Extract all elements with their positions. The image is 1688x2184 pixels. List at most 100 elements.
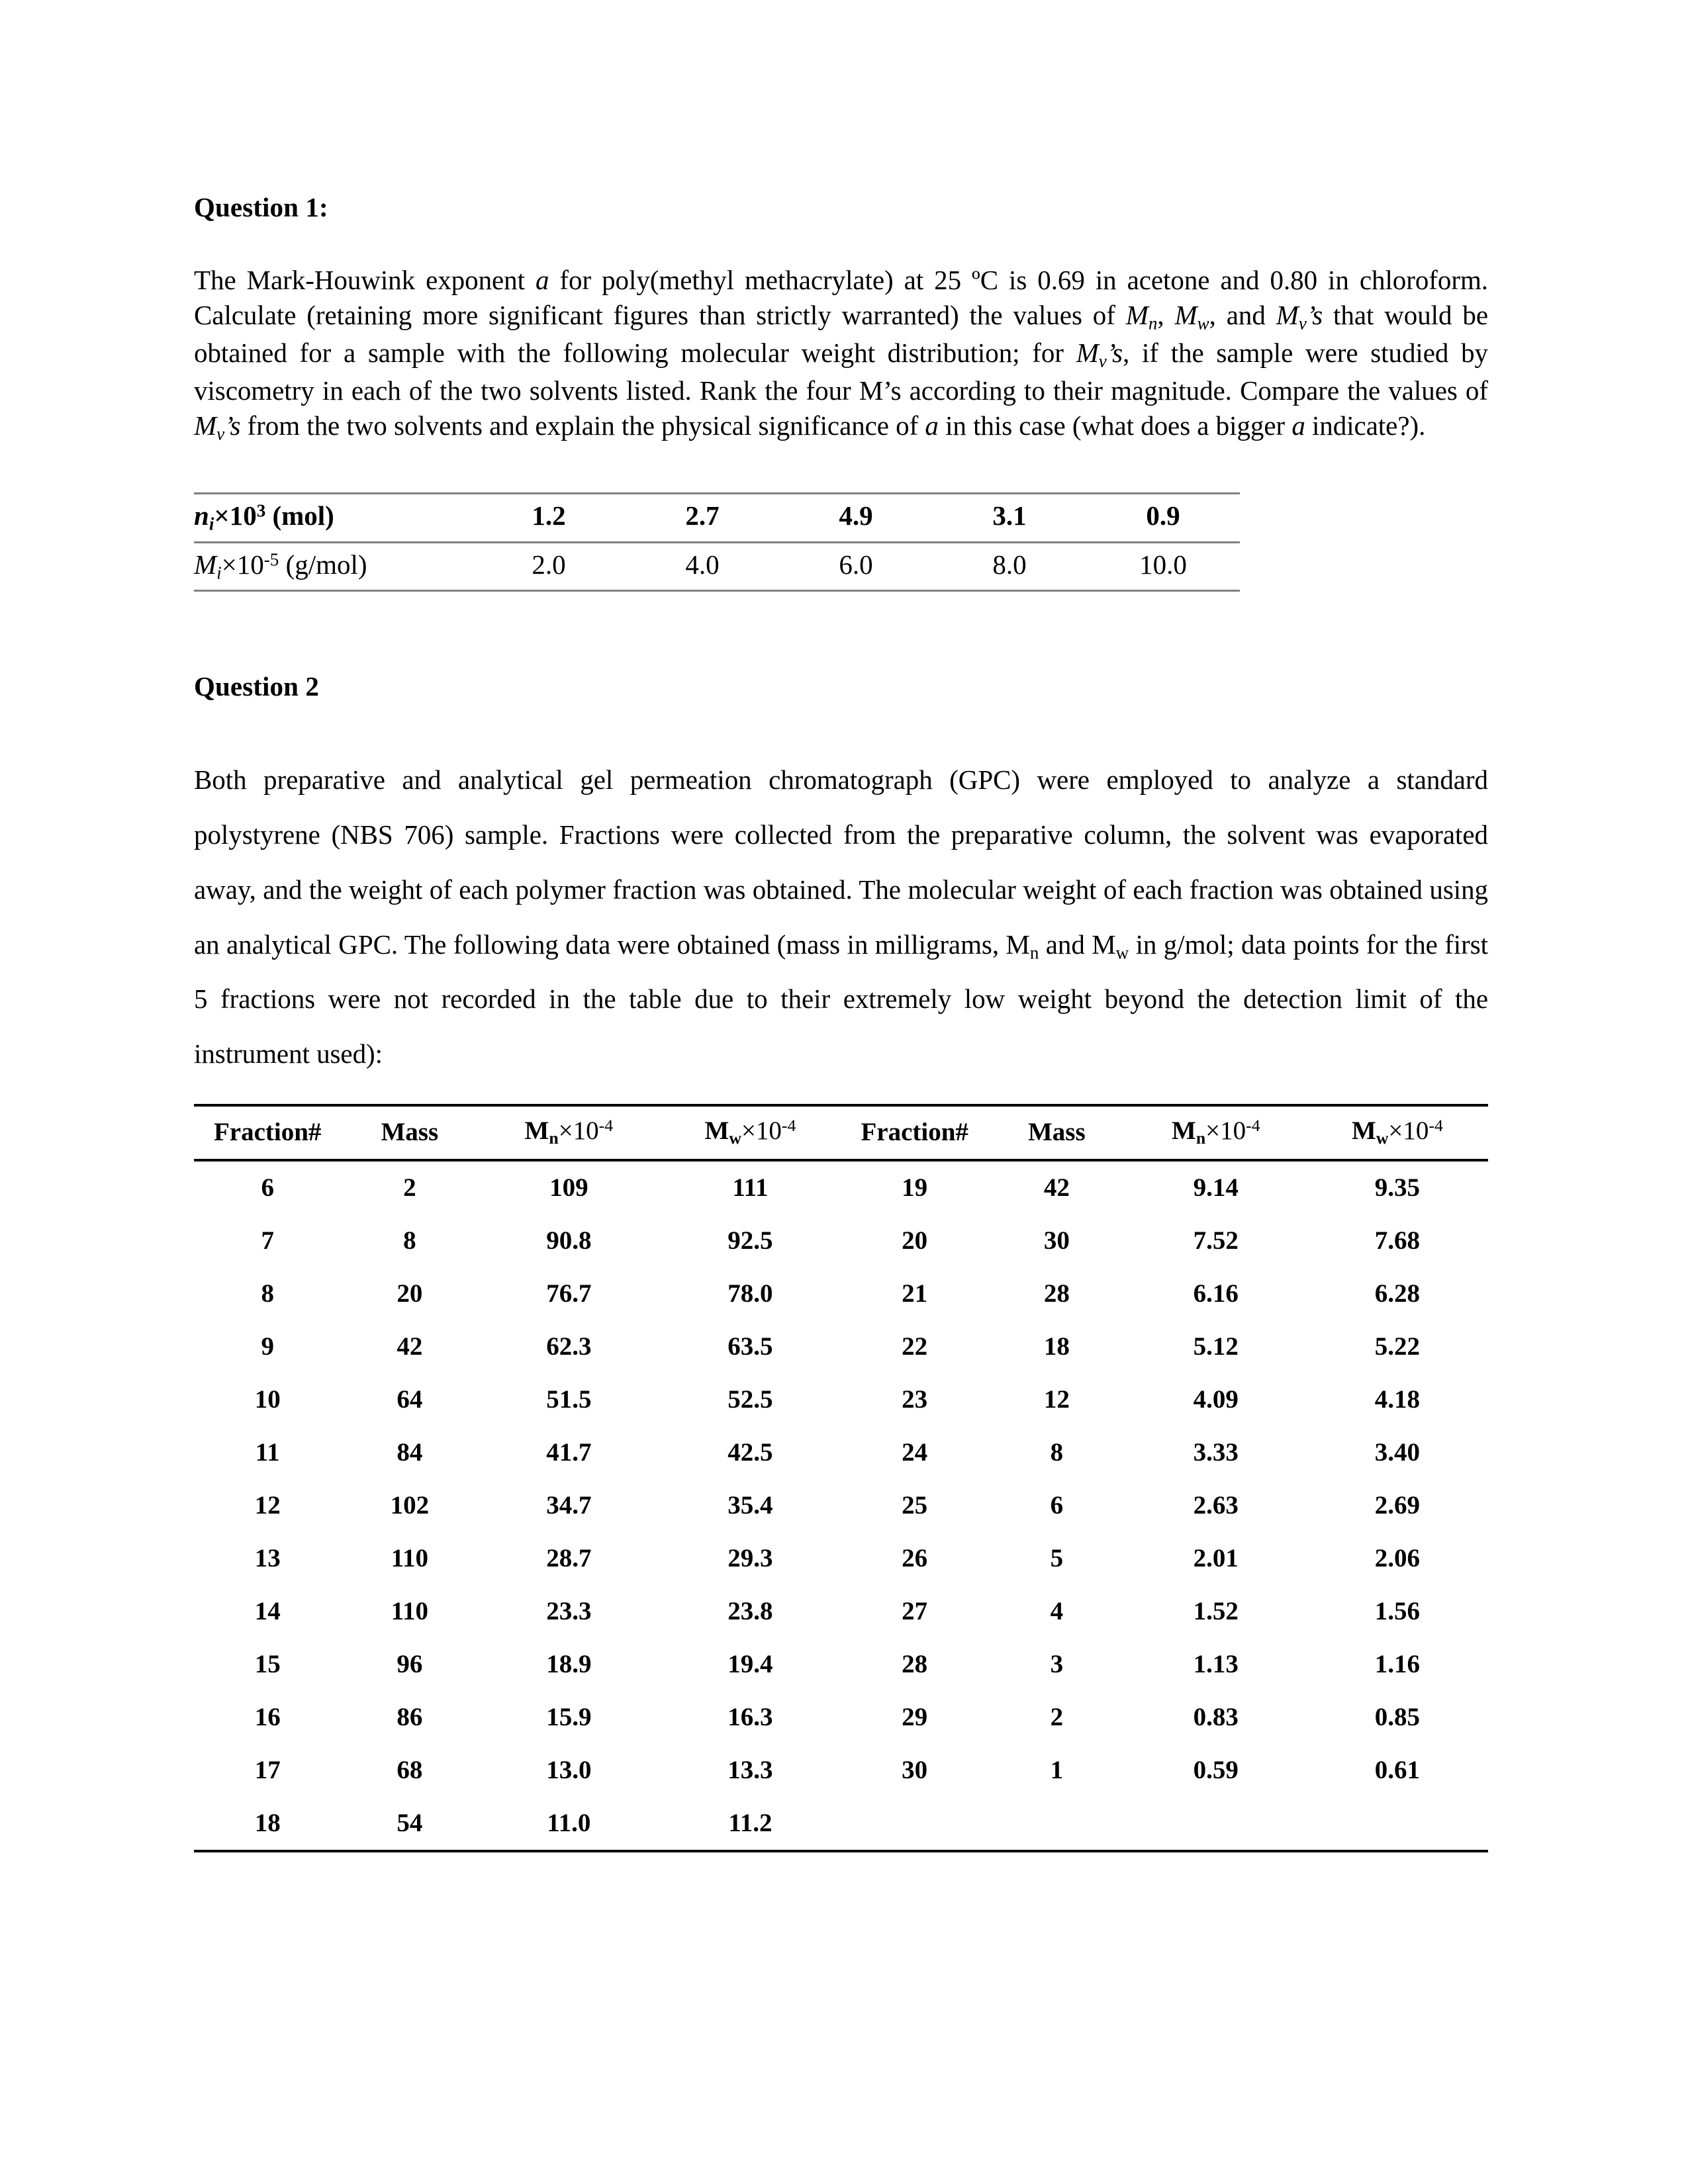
- table-row: 18 54 11.0 11.2: [194, 1797, 1488, 1853]
- cell-mn-right: 0.83: [1193, 1703, 1239, 1732]
- cell-mass-right: 3: [1050, 1650, 1064, 1679]
- page-content: Question 1: The Mark-Houwink exponent a …: [194, 192, 1488, 1853]
- mw-subscript: w: [1376, 1128, 1389, 1148]
- cell-mass-right: 18: [1043, 1332, 1070, 1361]
- cell-mn-right: 1.13: [1193, 1650, 1239, 1679]
- cell-mn-left: 51.5: [546, 1385, 592, 1414]
- cell-fraction-right: 26: [902, 1544, 928, 1573]
- ni-multiplier: ×10: [214, 500, 257, 531]
- table-row: 7 8 90.8 92.5 20 30 7.52 7.68: [194, 1214, 1488, 1267]
- q1-symbol-mv-3-sub: v: [216, 424, 225, 444]
- mw-exponent: -4: [781, 1116, 796, 1136]
- column-header-mn-left: Mn×10-4: [478, 1104, 660, 1162]
- column-header-fraction-right: Fraction#: [841, 1104, 988, 1162]
- cell-mw-right: 4.18: [1374, 1385, 1421, 1414]
- table-row: Mi×10-5 (g/mol) 2.0 4.0 6.0 8.0 10.0: [194, 541, 1240, 592]
- cell-mw-left: 111: [732, 1173, 769, 1203]
- cell-mass-right: 1: [1050, 1756, 1064, 1785]
- table-row: ni×103 (mol) 1.2 2.7 4.9 3.1 0.9: [194, 492, 1240, 542]
- cell-mass-right: 4: [1050, 1597, 1064, 1626]
- cell-fraction-left: 13: [254, 1544, 281, 1573]
- cell-fraction-left: 18: [194, 1797, 342, 1853]
- cell-fraction-right: 23: [902, 1385, 928, 1414]
- cell-mn-right: 2.63: [1193, 1491, 1239, 1520]
- table-row: 8 20 76.7 78.0 21 28 6.16 6.28: [194, 1267, 1488, 1320]
- cell-mw-left: 19.4: [727, 1650, 773, 1679]
- column-header-mass-left: Mass: [341, 1104, 479, 1162]
- mn-symbol: M: [1172, 1116, 1196, 1146]
- q2-mw-subscript: w: [1115, 942, 1129, 963]
- cell-mw-right: 9.35: [1374, 1173, 1421, 1203]
- cell-mass-right: 42: [1043, 1173, 1070, 1203]
- table-row: 15 96 18.9 19.4 28 3 1.13 1.16: [194, 1638, 1488, 1691]
- cell-mw-left: 42.5: [727, 1438, 773, 1467]
- q1-text-part-8: in this case (what does a bigger: [938, 410, 1292, 441]
- cell-mn-left: 34.7: [546, 1491, 592, 1520]
- q2-text-part-3: in g/mol; data points for the first 5 fr…: [194, 929, 1488, 1069]
- cell-mn-right: 3.33: [1193, 1438, 1239, 1467]
- cell-mass-left: 102: [390, 1491, 430, 1520]
- table-row: 9 42 62.3 63.5 22 18 5.12 5.22: [194, 1320, 1488, 1373]
- cell-mw-right: [1306, 1797, 1488, 1853]
- mi-value: 8.0: [933, 541, 1086, 592]
- cell-mass-left: 42: [397, 1332, 423, 1361]
- cell-mass-left: 8: [403, 1226, 416, 1255]
- spacer: [194, 223, 1488, 263]
- table-header-row: Fraction# Mass Mn×10-4 Mw×10-4 Fraction#…: [194, 1104, 1488, 1162]
- ni-value: 4.9: [779, 492, 933, 542]
- table-row: 17 68 13.0 13.3 30 1 0.59 0.61: [194, 1744, 1488, 1797]
- q1-symbol-mv-2: M: [1076, 338, 1099, 369]
- q1-symbol-mw-sub: w: [1197, 314, 1209, 334]
- q1-text-part-7: from the two solvents and explain the ph…: [240, 410, 925, 441]
- cell-mass-right: 6: [1050, 1491, 1064, 1520]
- mw-symbol: M: [704, 1116, 729, 1146]
- cell-mass-left: 86: [397, 1703, 423, 1732]
- table-row: 12 102 34.7 35.4 25 6 2.63 2.69: [194, 1479, 1488, 1532]
- cell-mn-left: 23.3: [546, 1597, 592, 1626]
- cell-mw-right: 3.40: [1374, 1438, 1421, 1467]
- question-2-paragraph: Both preparative and analytical gel perm…: [194, 752, 1488, 1081]
- cell-fraction-left: 12: [254, 1491, 281, 1520]
- q1-text-part-9: indicate?).: [1305, 410, 1426, 441]
- cell-fraction-right: 27: [902, 1597, 928, 1626]
- cell-fraction-left: 10: [254, 1385, 281, 1414]
- mn-exponent: -4: [1246, 1116, 1260, 1136]
- cell-mass-left: 84: [397, 1438, 423, 1467]
- cell-mn-left: 11.0: [478, 1797, 660, 1853]
- ni-value: 1.2: [472, 492, 626, 542]
- cell-fraction-right: 29: [902, 1703, 928, 1732]
- question-1-paragraph: The Mark-Houwink exponent a for poly(met…: [194, 263, 1488, 446]
- table-row: 13 110 28.7 29.3 26 5 2.01 2.06: [194, 1532, 1488, 1585]
- mw-symbol: M: [1352, 1116, 1376, 1146]
- cell-mn-right: [1125, 1797, 1307, 1853]
- ni-value: 3.1: [933, 492, 1086, 542]
- table-row: 10 64 51.5 52.5 23 12 4.09 4.18: [194, 1373, 1488, 1426]
- ni-unit: (mol): [265, 500, 334, 531]
- cell-mw-left: 16.3: [727, 1703, 773, 1732]
- table-row: 16 86 15.9 16.3 29 2 0.83 0.85: [194, 1691, 1488, 1744]
- cell-mass-right: 12: [1043, 1385, 1070, 1414]
- q1-symbol-a-2: a: [925, 410, 939, 441]
- cell-fraction-right: [841, 1797, 988, 1853]
- spacer: [194, 702, 1488, 752]
- cell-fraction-right: 30: [902, 1756, 928, 1785]
- mn-subscript: n: [1196, 1128, 1206, 1148]
- table-row: 6 2 109 111 19 42 9.14 9.35: [194, 1160, 1488, 1214]
- mn-multiplier: ×10: [558, 1116, 599, 1146]
- cell-mn-right: 6.16: [1193, 1279, 1239, 1308]
- mw-exponent: -4: [1429, 1116, 1443, 1136]
- cell-mn-left: 13.0: [546, 1756, 592, 1785]
- cell-fraction-left: 16: [254, 1703, 281, 1732]
- cell-mn-left: 109: [549, 1173, 588, 1203]
- q1-symbol-mn-sub: n: [1148, 314, 1158, 334]
- cell-mw-left: 92.5: [727, 1226, 773, 1255]
- table-row: 14 110 23.3 23.8 27 4 1.52 1.56: [194, 1585, 1488, 1638]
- cell-fraction-right: 25: [902, 1491, 928, 1520]
- mi-value: 4.0: [626, 541, 779, 592]
- cell-mn-right: 0.59: [1193, 1756, 1239, 1785]
- row-label-ni: ni×103 (mol): [194, 492, 472, 542]
- cell-fraction-right: 20: [902, 1226, 928, 1255]
- ni-subscript: i: [209, 514, 214, 534]
- q1-text-part-4: , and: [1209, 300, 1276, 331]
